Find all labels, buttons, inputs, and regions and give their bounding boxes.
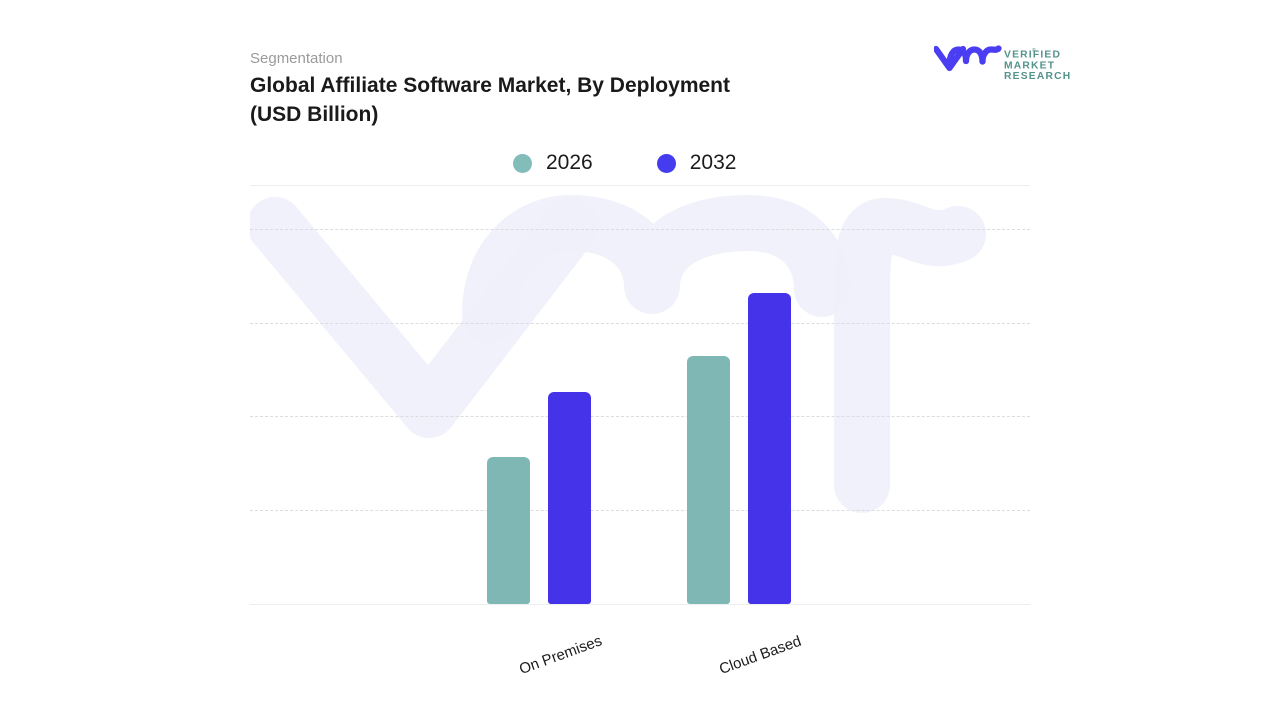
- svg-text:RESEARCH: RESEARCH: [1004, 71, 1071, 80]
- svg-text:MARKET: MARKET: [1004, 60, 1055, 71]
- svg-text:®: ®: [1032, 47, 1036, 54]
